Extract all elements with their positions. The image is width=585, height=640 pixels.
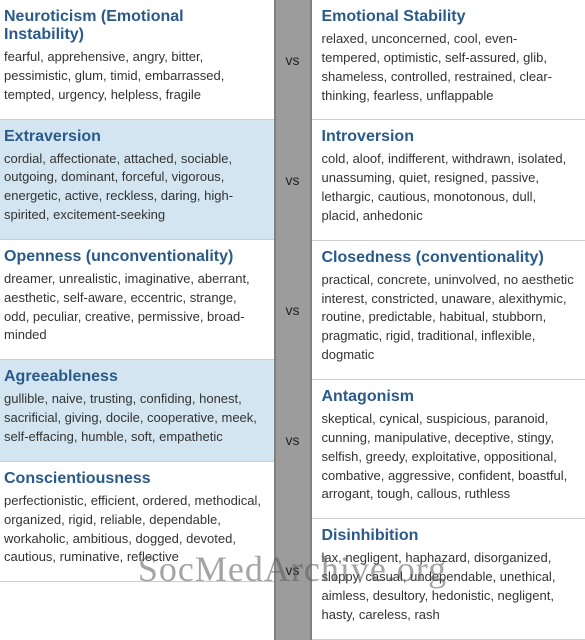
trait-desc: dreamer, unrealistic, imaginative, aberr… (4, 270, 264, 345)
trait-desc: perfectionistic, efficient, ordered, met… (4, 492, 264, 567)
trait-desc: relaxed, unconcerned, cool, even-tempere… (322, 30, 576, 105)
vs-label: vs (286, 240, 300, 380)
trait-title: Extraversion (4, 128, 264, 146)
trait-desc: cordial, affectionate, attached, sociabl… (4, 150, 264, 225)
trait-comparison-table: Neuroticism (Emotional Instability) fearf… (0, 0, 585, 640)
trait-cell-left: Conscientiousness perfectionistic, effici… (0, 462, 274, 582)
trait-cell-left: Openness (unconventionality) dreamer, unr… (0, 240, 274, 360)
trait-cell-left: Extraversion cordial, affectionate, attac… (0, 120, 274, 240)
trait-title: Openness (unconventionality) (4, 248, 264, 266)
vs-label: vs (286, 380, 300, 500)
trait-cell-left: Agreeableness gullible, naive, trusting, … (0, 360, 274, 462)
trait-title: Introversion (322, 128, 576, 146)
trait-title: Disinhibition (322, 527, 576, 545)
trait-desc: skeptical, cynical, suspicious, paranoid… (322, 410, 576, 504)
trait-cell-right: Disinhibition lax, negligent, haphazard, … (312, 519, 585, 639)
right-column: Emotional Stability relaxed, unconcerned,… (312, 0, 585, 640)
trait-cell-right: Emotional Stability relaxed, unconcerned,… (312, 0, 585, 120)
trait-title: Antagonism (322, 388, 576, 406)
left-column: Neuroticism (Emotional Instability) fearf… (0, 0, 274, 640)
trait-cell-left: Neuroticism (Emotional Instability) fearf… (0, 0, 274, 120)
trait-desc: cold, aloof, indifferent, withdrawn, iso… (322, 150, 576, 225)
trait-desc: gullible, naive, trusting, confiding, ho… (4, 390, 264, 447)
trait-desc: practical, concrete, uninvolved, no aest… (322, 271, 576, 365)
trait-title: Emotional Stability (322, 8, 576, 26)
trait-title: Conscientiousness (4, 470, 264, 488)
vs-column: vsvsvsvsvs (274, 0, 312, 640)
trait-desc: fearful, apprehensive, angry, bitter, pe… (4, 48, 264, 105)
trait-title: Agreeableness (4, 368, 264, 386)
trait-cell-right: Closedness (conventionality) practical, c… (312, 241, 585, 380)
vs-label: vs (286, 500, 300, 640)
vs-label: vs (286, 0, 300, 120)
trait-cell-right: Antagonism skeptical, cynical, suspicious… (312, 380, 585, 519)
trait-cell-right: Introversion cold, aloof, indifferent, wi… (312, 120, 585, 240)
vs-label: vs (286, 120, 300, 240)
trait-desc: lax, negligent, haphazard, disorganized,… (322, 549, 576, 624)
trait-title: Closedness (conventionality) (322, 249, 576, 267)
trait-title: Neuroticism (Emotional Instability) (4, 8, 264, 44)
